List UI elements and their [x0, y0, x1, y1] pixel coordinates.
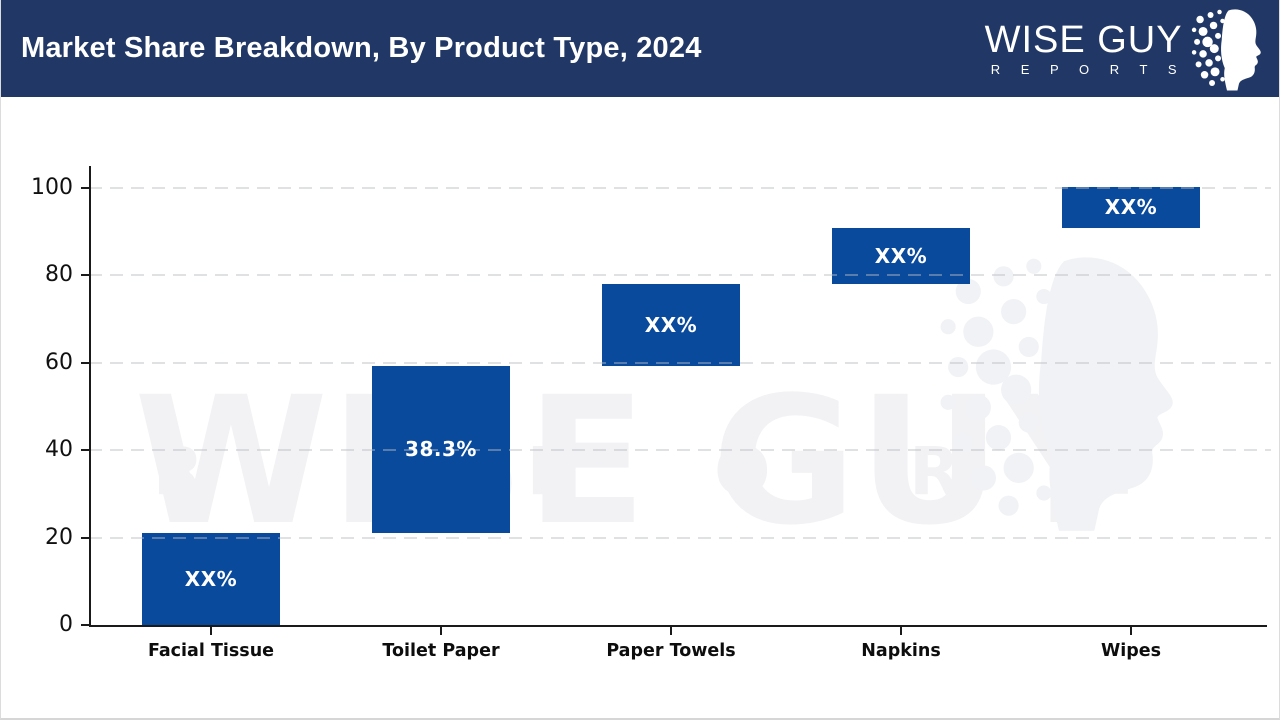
- chart-area: WISE GUY R E P O R T S XX% 38.3% XX% XX% XX%…: [1, 97, 1279, 718]
- x-category-label: Paper Towels: [606, 641, 736, 661]
- y-tick-label: 80: [45, 262, 73, 287]
- y-tick-mark: [81, 186, 89, 189]
- y-tick-label: 20: [45, 524, 73, 550]
- gridline: [89, 186, 1271, 189]
- bar: XX%: [1062, 186, 1200, 228]
- brand-name: WISE GUY: [984, 19, 1183, 61]
- x-tick-mark: [900, 627, 902, 635]
- y-tick-label: 100: [31, 174, 73, 200]
- dotted-face-profile-icon: [1191, 8, 1261, 91]
- x-axis-line: [89, 625, 1267, 627]
- bar-value-label: XX%: [1104, 195, 1158, 220]
- bar: XX%: [142, 533, 280, 625]
- x-category-label: Toilet Paper: [382, 641, 500, 661]
- bar-value-label: XX%: [644, 312, 698, 337]
- watermark-text: WISE GUY: [134, 359, 1133, 564]
- x-category-label: Wipes: [1100, 641, 1162, 661]
- page-title: Market Share Breakdown, By Product Type,…: [21, 32, 702, 64]
- brand-logo: WISE GUY R E P O R T S: [982, 6, 1265, 92]
- gridline: [89, 536, 1271, 539]
- bar-value-label: XX%: [874, 243, 928, 268]
- bar-value-label: 38.3%: [405, 437, 477, 462]
- x-tick-mark: [210, 627, 212, 635]
- y-tick-mark: [81, 274, 89, 276]
- y-tick-mark: [81, 361, 89, 364]
- x-category-label: Facial Tissue: [147, 641, 275, 661]
- bar-value-label: XX%: [184, 567, 238, 592]
- y-tick-label: 40: [45, 437, 73, 462]
- y-tick-label: 60: [45, 349, 73, 375]
- y-axis-line: [89, 165, 91, 627]
- header-bar: Market Share Breakdown, By Product Type,…: [1, 0, 1279, 97]
- y-tick-label: 0: [59, 612, 73, 637]
- y-tick-mark: [81, 624, 89, 626]
- y-tick-mark: [81, 449, 89, 451]
- y-tick-mark: [81, 536, 89, 539]
- brand-logo-text: WISE GUY R E P O R T S: [982, 21, 1185, 76]
- x-tick-mark: [440, 627, 442, 635]
- x-tick-mark: [670, 627, 672, 635]
- gridline: [89, 449, 1271, 451]
- gridline: [89, 361, 1271, 364]
- watermark-face-profile-icon: [940, 257, 1173, 531]
- bar: XX%: [832, 227, 970, 284]
- gridline: [89, 274, 1271, 276]
- x-tick-mark: [1130, 627, 1132, 635]
- bar: 38.3%: [372, 365, 510, 534]
- bar: XX%: [602, 283, 740, 366]
- x-category-label: Napkins: [861, 641, 941, 661]
- brand-subtitle: R E P O R T S: [990, 62, 1185, 77]
